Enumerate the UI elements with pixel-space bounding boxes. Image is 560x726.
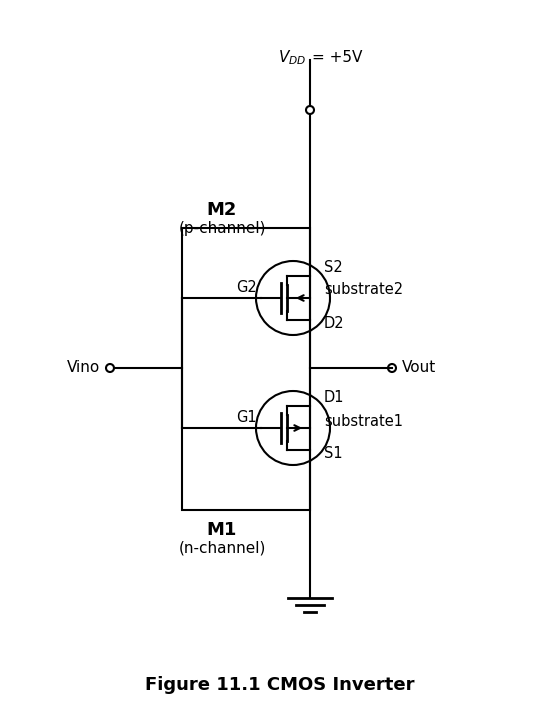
Text: substrate1: substrate1 <box>324 415 403 430</box>
Text: $V_{DD}$: $V_{DD}$ <box>278 49 306 68</box>
Text: Figure 11.1 CMOS Inverter: Figure 11.1 CMOS Inverter <box>145 676 415 694</box>
Text: S1: S1 <box>324 446 343 460</box>
Text: S2: S2 <box>324 261 343 275</box>
Text: D2: D2 <box>324 316 344 330</box>
Text: M1: M1 <box>207 521 237 539</box>
Text: = +5V: = +5V <box>312 51 362 65</box>
Text: Vino: Vino <box>67 361 100 375</box>
Text: M2: M2 <box>207 201 237 219</box>
Text: G2: G2 <box>236 280 257 295</box>
Bar <box>182 228 310 510</box>
Text: Vout: Vout <box>402 361 436 375</box>
Text: G1: G1 <box>236 410 257 425</box>
Text: (n-channel): (n-channel) <box>178 540 265 555</box>
Text: (p-channel): (p-channel) <box>178 221 266 235</box>
Text: D1: D1 <box>324 391 344 406</box>
Text: substrate2: substrate2 <box>324 282 403 298</box>
